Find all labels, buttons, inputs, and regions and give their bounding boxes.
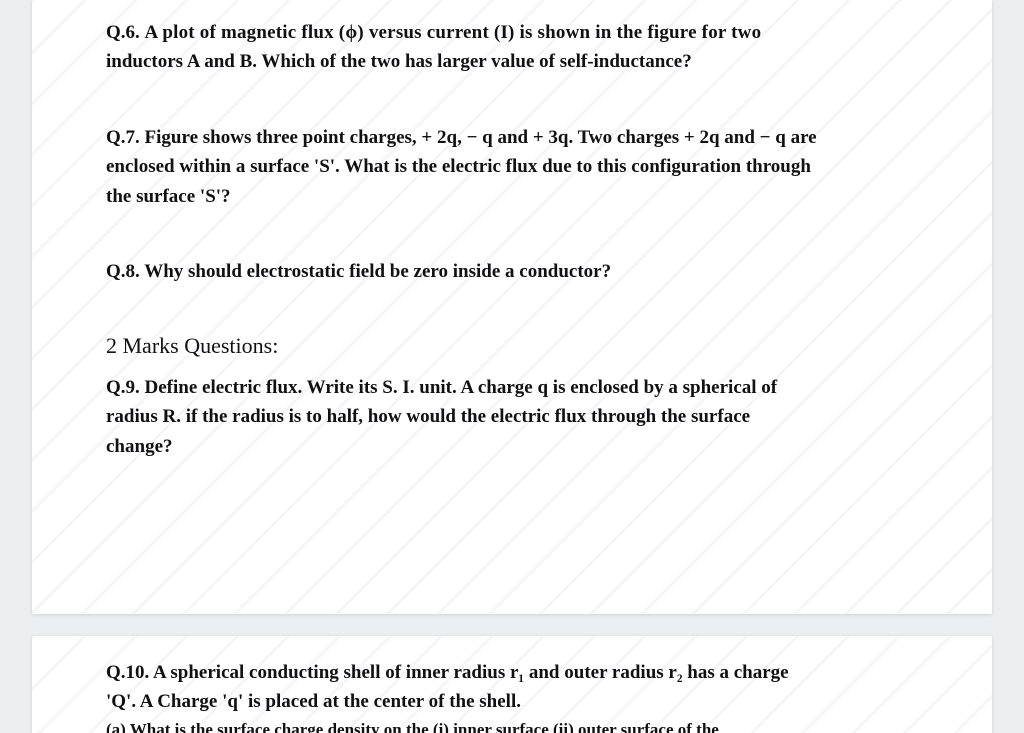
q8-line1: Why should electrostatic field be zero i… bbox=[144, 261, 611, 282]
q7-line2: enclosed within a surface 'S'. What is t… bbox=[106, 156, 811, 177]
q10-label: Q.10. bbox=[106, 662, 149, 683]
section-heading-text: 2 Marks Questions: bbox=[106, 333, 278, 358]
question-9: Q.9. Define electric flux. Write its S. … bbox=[106, 373, 946, 461]
q6-line2: inductors A and B. Which of the two has … bbox=[106, 51, 692, 72]
q9-line3: change? bbox=[106, 436, 173, 457]
question-6: Q.6. A plot of magnetic flux (ϕ) versus … bbox=[106, 18, 946, 77]
page-1: Q.6. A plot of magnetic flux (ϕ) versus … bbox=[32, 0, 992, 614]
q7-line3: the surface 'S'? bbox=[106, 186, 231, 207]
q6-label: Q.6. bbox=[106, 22, 140, 43]
q9-line2: radius R. if the radius is to half, how … bbox=[106, 406, 750, 427]
question-7: Q.7. Figure shows three point charges, +… bbox=[106, 123, 946, 211]
question-10-sub-a: (a) What is the surface charge density o… bbox=[106, 719, 946, 733]
q9-label: Q.9. bbox=[106, 377, 140, 398]
q7-line1: Figure shows three point charges, + 2q, … bbox=[145, 127, 817, 148]
q6-line1: A plot of magnetic flux (ϕ) versus curre… bbox=[145, 22, 762, 43]
q10-sub-a-text: (a) What is the surface charge density o… bbox=[106, 720, 719, 733]
page-2: Q.10. A spherical conducting shell of in… bbox=[32, 636, 992, 733]
question-10: Q.10. A spherical conducting shell of in… bbox=[106, 658, 946, 717]
q10-line1: A spherical conducting shell of inner ra… bbox=[153, 662, 789, 683]
q8-label: Q.8. bbox=[106, 261, 140, 282]
q10-line2: 'Q'. A Charge 'q' is placed at the cente… bbox=[106, 691, 521, 712]
q9-line1: Define electric flux. Write its S. I. un… bbox=[145, 377, 778, 398]
q7-label: Q.7. bbox=[106, 127, 140, 148]
section-heading-2-marks: 2 Marks Questions: bbox=[106, 333, 946, 359]
question-8: Q.8. Why should electrostatic field be z… bbox=[106, 257, 946, 286]
